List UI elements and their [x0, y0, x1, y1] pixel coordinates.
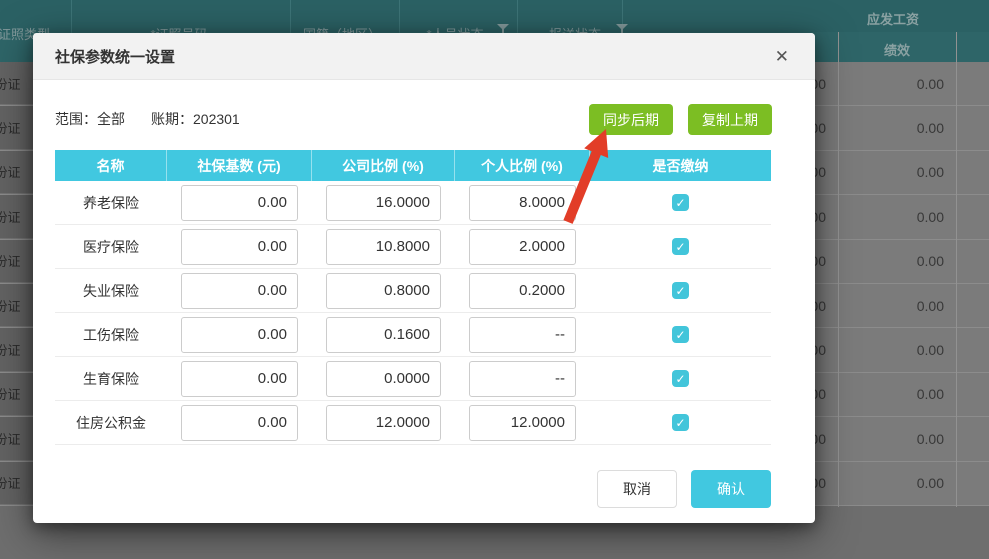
company-input[interactable]: [326, 316, 441, 353]
bg-performance-cell: 0.00: [916, 430, 944, 447]
company-input[interactable]: [326, 184, 441, 221]
bg-performance-cell: 0.00: [916, 75, 944, 92]
param-row: 医疗保险 ✓: [55, 225, 771, 269]
bg-divider: [956, 32, 957, 507]
check-icon: ✓: [675, 239, 686, 254]
bg-performance-cell: 0.00: [916, 253, 944, 270]
is-paid-checkbox[interactable]: ✓: [672, 370, 689, 387]
modal-title: 社保参数统一设置: [55, 48, 176, 66]
base-input[interactable]: [181, 272, 298, 309]
base-input[interactable]: [181, 404, 298, 441]
is-paid-checkbox[interactable]: ✓: [672, 326, 689, 343]
bg-divider: [517, 0, 518, 62]
insurance-name: 失业保险: [83, 282, 139, 299]
personal-input[interactable]: [469, 404, 576, 441]
company-input[interactable]: [326, 360, 441, 397]
bg-performance-cell: 0.00: [916, 208, 944, 225]
base-input[interactable]: [181, 228, 298, 265]
scope-label: 范围：: [55, 111, 97, 127]
modal-social-insurance-settings: 社保参数统一设置 ✕ 范围：全部 账期：202301 同步后期 复制上期 名称 社…: [33, 33, 815, 523]
insurance-name: 生育保险: [83, 370, 139, 387]
param-row: 工伤保险 ✓: [55, 313, 771, 357]
period-label: 账期：: [151, 111, 193, 127]
personal-input[interactable]: [469, 272, 576, 309]
personal-input[interactable]: [469, 184, 576, 221]
check-icon: ✓: [675, 195, 686, 210]
col-header-company-ratio: 公司比例 (%): [312, 150, 455, 181]
check-icon: ✓: [675, 327, 686, 342]
filter-icon[interactable]: [616, 24, 628, 35]
col-header-name: 名称: [55, 150, 167, 181]
period-value: 202301: [193, 111, 240, 127]
bg-divider: [399, 0, 400, 62]
param-row: 生育保险 ✓: [55, 357, 771, 401]
insurance-name: 养老保险: [83, 194, 139, 211]
confirm-button[interactable]: 确认: [691, 470, 771, 508]
bg-performance-cell: 0.00: [916, 386, 944, 403]
params-table: 名称 社保基数 (元) 公司比例 (%) 个人比例 (%) 是否缴纳 养老保险 ✓…: [55, 150, 771, 445]
is-paid-checkbox[interactable]: ✓: [672, 414, 689, 431]
is-paid-checkbox[interactable]: ✓: [672, 194, 689, 211]
base-input[interactable]: [181, 360, 298, 397]
bg-divider: [838, 32, 839, 507]
close-icon[interactable]: ✕: [774, 46, 789, 66]
scope-period-line: 范围：全部 账期：202301: [55, 104, 240, 135]
filter-icon[interactable]: [497, 24, 509, 35]
bg-performance-cell: 0.00: [916, 164, 944, 181]
modal-header: 社保参数统一设置 ✕: [33, 33, 815, 80]
sync-next-period-button[interactable]: 同步后期: [589, 104, 673, 135]
col-header-is-paid: 是否缴纳: [652, 157, 709, 174]
background-table-header: [0, 0, 989, 32]
insurance-name: 工伤保险: [83, 326, 139, 343]
bg-divider: [290, 0, 291, 62]
insurance-name: 医疗保险: [83, 238, 139, 255]
param-row: 住房公积金 ✓: [55, 401, 771, 445]
scope-value: 全部: [97, 111, 125, 127]
col-header-personal-ratio: 个人比例 (%): [455, 150, 590, 181]
personal-input[interactable]: [469, 316, 576, 353]
check-icon: ✓: [675, 371, 686, 386]
params-table-header: 名称 社保基数 (元) 公司比例 (%) 个人比例 (%) 是否缴纳: [55, 150, 771, 181]
bg-performance-cell: 0.00: [916, 297, 944, 314]
insurance-name: 住房公积金: [76, 414, 146, 431]
bg-divider: [71, 0, 72, 62]
is-paid-checkbox[interactable]: ✓: [672, 282, 689, 299]
personal-input[interactable]: [469, 228, 576, 265]
company-input[interactable]: [326, 228, 441, 265]
cancel-button[interactable]: 取消: [597, 470, 677, 508]
bg-col-gross-salary: 应发工资: [866, 12, 920, 27]
company-input[interactable]: [326, 404, 441, 441]
check-icon: ✓: [675, 283, 686, 298]
base-input[interactable]: [181, 184, 298, 221]
is-paid-checkbox[interactable]: ✓: [672, 238, 689, 255]
check-icon: ✓: [675, 415, 686, 430]
personal-input[interactable]: [469, 360, 576, 397]
bg-col-performance: 绩效: [883, 43, 911, 58]
bg-performance-cell: 0.00: [916, 120, 944, 137]
company-input[interactable]: [326, 272, 441, 309]
param-row: 养老保险 ✓: [55, 181, 771, 225]
base-input[interactable]: [181, 316, 298, 353]
bg-performance-cell: 0.00: [916, 342, 944, 359]
col-header-base: 社保基数 (元): [167, 150, 312, 181]
bg-performance-cell: 0.00: [916, 475, 944, 492]
copy-previous-period-button[interactable]: 复制上期: [688, 104, 772, 135]
param-row: 失业保险 ✓: [55, 269, 771, 313]
